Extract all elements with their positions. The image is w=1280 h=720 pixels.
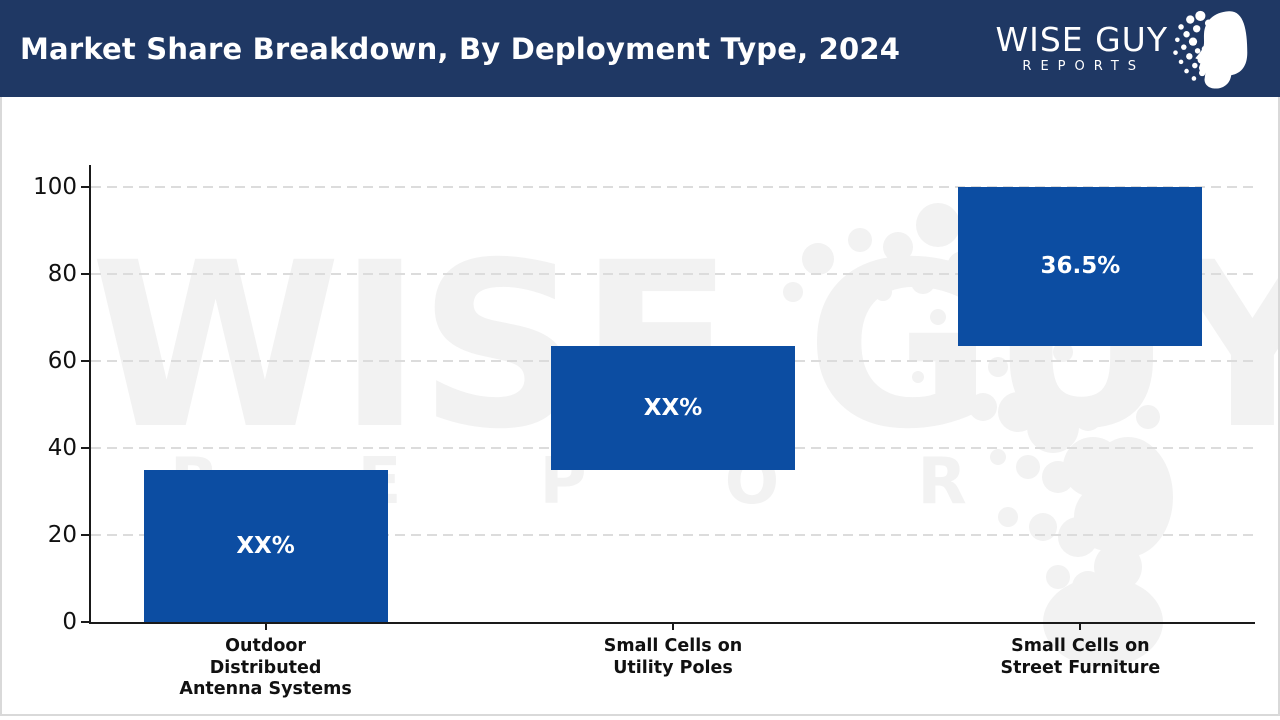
gridline xyxy=(91,272,1255,275)
y-axis-tick-mark xyxy=(81,446,89,449)
bar-value-label: 36.5% xyxy=(1040,253,1121,280)
y-axis-tick-label: 40 xyxy=(47,434,77,461)
x-axis-tick-mark xyxy=(1079,624,1082,630)
y-axis-tick-mark xyxy=(81,533,89,536)
logo-name: WISE GUY xyxy=(995,20,1168,59)
wiseguy-logo: WISE GUY REPORTS xyxy=(995,5,1262,93)
bar-segment: XX% xyxy=(143,469,388,622)
y-axis-tick-label: 80 xyxy=(47,260,77,287)
page-title: Market Share Breakdown, By Deployment Ty… xyxy=(20,31,901,66)
x-axis-tick-mark xyxy=(672,624,674,630)
x-axis-category-label: Outdoor Distributed Antenna Systems xyxy=(179,636,352,699)
x-axis-line xyxy=(89,622,1255,624)
bar-value-label: XX% xyxy=(236,532,295,559)
y-axis-tick-mark xyxy=(81,359,89,362)
gridline xyxy=(91,185,1255,188)
bar-segment: 36.5% xyxy=(958,186,1203,346)
y-axis-tick-mark xyxy=(81,621,89,623)
y-axis-tick-mark xyxy=(81,185,89,188)
y-axis-line xyxy=(89,165,91,622)
x-axis-tick-mark xyxy=(264,624,267,630)
y-axis-tick-label: 100 xyxy=(33,173,77,200)
gridline xyxy=(91,533,1255,536)
y-axis-tick-label: 0 xyxy=(62,609,77,635)
chart-card: WISE GUY R E P O R T S 0 20 40 60 80 1 xyxy=(0,97,1280,716)
bar-value-label: XX% xyxy=(643,394,703,421)
plot-area: 0 20 40 60 80 100 XX% Outdoor Distributed Anten… xyxy=(2,97,1278,714)
x-axis-category-label: Small Cells on Utility Poles xyxy=(603,636,743,678)
y-axis-tick-mark xyxy=(81,272,89,275)
logo-subtitle: REPORTS xyxy=(1022,59,1146,74)
logo-wordmark-block: WISE GUY REPORTS xyxy=(995,20,1168,75)
x-axis-category-label: Small Cells on Street Furniture xyxy=(1000,636,1161,678)
y-axis-tick-label: 20 xyxy=(47,521,77,548)
logo-face-icon xyxy=(1173,10,1248,89)
bar-segment: XX% xyxy=(551,345,795,470)
y-axis-tick-label: 60 xyxy=(47,347,77,374)
header-bar: Market Share Breakdown, By Deployment Ty… xyxy=(0,0,1280,97)
